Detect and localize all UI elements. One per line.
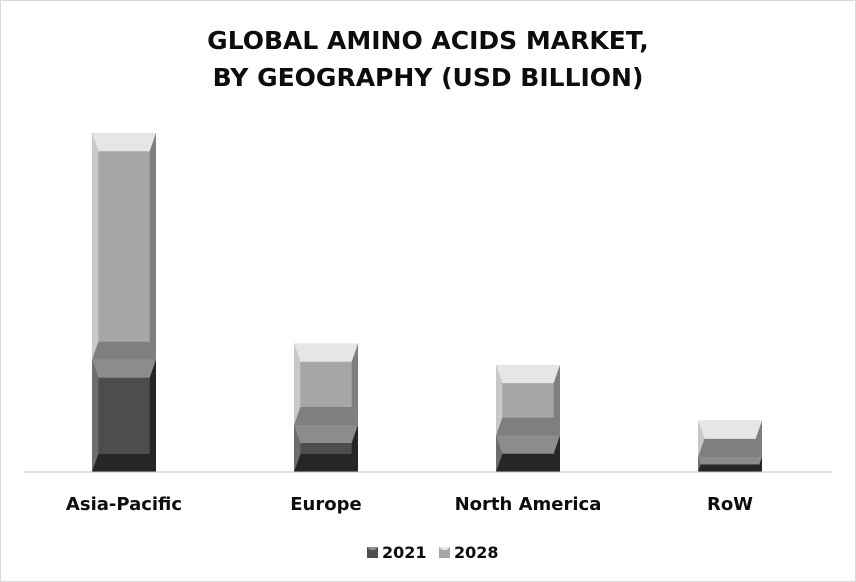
chart-title-line-1: GLOBAL AMINO ACIDS MARKET, — [207, 26, 649, 55]
bar-2028-asia-pacific — [92, 133, 156, 360]
chart-title: GLOBAL AMINO ACIDS MARKET, BY GEOGRAPHY … — [0, 22, 856, 96]
bar-2021-europe — [294, 424, 358, 472]
x-tick-label: Europe — [290, 494, 361, 515]
x-tick-label: North America — [455, 494, 602, 515]
bars-layer — [92, 133, 762, 472]
bar-2021-row — [698, 457, 762, 472]
legend: 2021 2028 — [367, 543, 499, 562]
legend-swatch — [367, 547, 378, 558]
bar-2021-asia-pacific — [92, 359, 156, 472]
chart-title-line-2: BY GEOGRAPHY (USD BILLION) — [212, 63, 644, 92]
legend-label: 2021 — [382, 543, 427, 562]
legend-swatch — [439, 547, 450, 558]
bar-2028-europe — [294, 343, 358, 425]
x-tick-label: RoW — [707, 494, 753, 515]
legend-item-2028: 2028 — [439, 543, 499, 562]
bar-2028-north-america — [496, 365, 560, 436]
bar-2021-north-america — [496, 435, 560, 472]
legend-label: 2028 — [454, 543, 499, 562]
x-tick-label: Asia-Pacific — [66, 494, 182, 515]
x-tick-labels: Asia-Pacific Europe North America RoW — [66, 494, 753, 515]
bar-2028-row — [698, 420, 762, 458]
legend-item-2021: 2021 — [367, 543, 427, 562]
